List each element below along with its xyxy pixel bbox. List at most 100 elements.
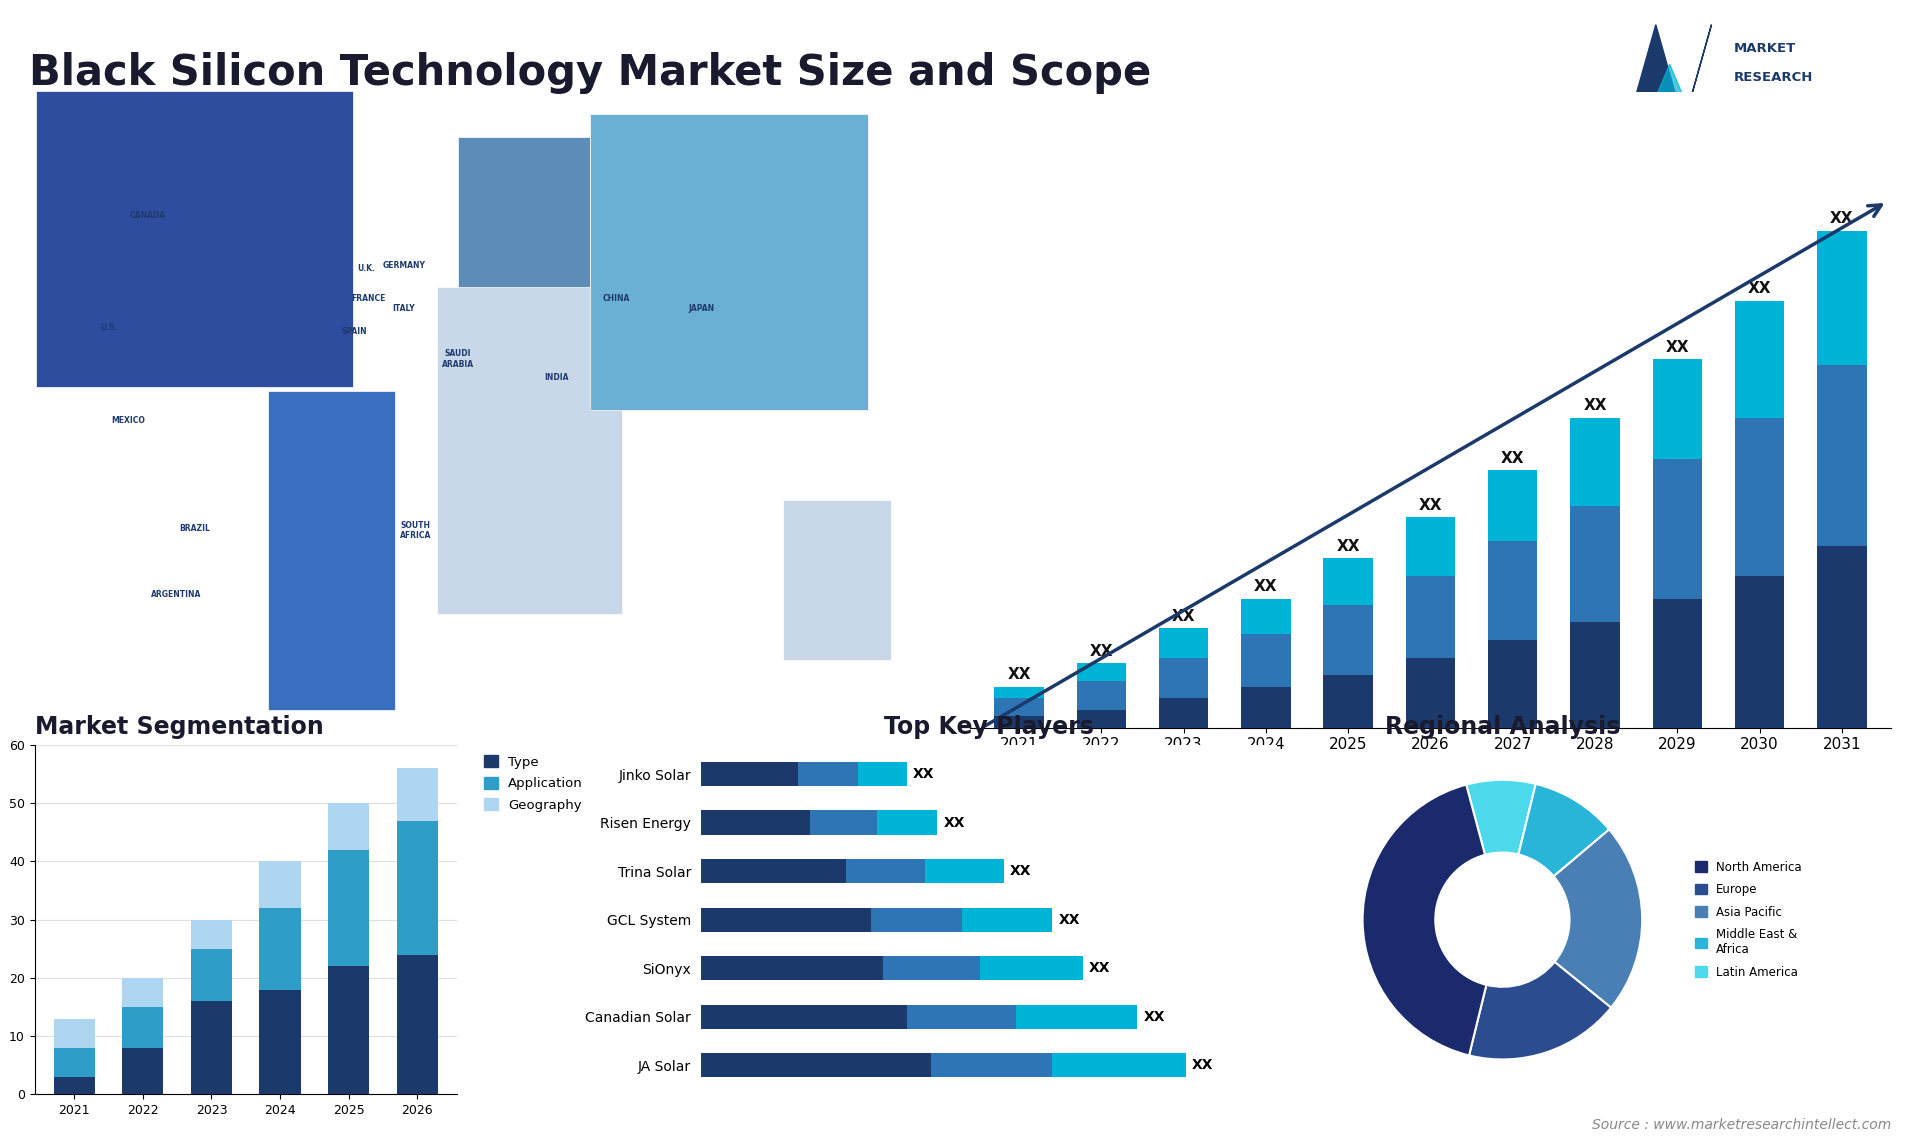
Text: INTELLECT: INTELLECT bbox=[1734, 100, 1812, 112]
Text: CHINA: CHINA bbox=[603, 293, 630, 303]
Bar bbox=[1816, 230, 1866, 366]
Text: XX: XX bbox=[1584, 398, 1607, 414]
Text: Market Segmentation: Market Segmentation bbox=[35, 715, 323, 739]
Bar bbox=[701, 1005, 906, 1029]
Bar bbox=[931, 1053, 1052, 1077]
Text: XX: XX bbox=[1171, 609, 1196, 623]
Bar bbox=[1016, 1005, 1137, 1029]
Text: Black Silicon Technology Market Size and Scope: Black Silicon Technology Market Size and… bbox=[29, 52, 1152, 94]
Text: XX: XX bbox=[1747, 281, 1772, 297]
Text: XX: XX bbox=[1830, 211, 1853, 226]
Text: XX: XX bbox=[1008, 667, 1031, 682]
Bar bbox=[1571, 505, 1620, 622]
Bar bbox=[1571, 418, 1620, 505]
Bar bbox=[1077, 664, 1125, 681]
FancyBboxPatch shape bbox=[783, 501, 891, 660]
Text: BRAZIL: BRAZIL bbox=[179, 525, 211, 533]
Text: SOUTH
AFRICA: SOUTH AFRICA bbox=[399, 520, 432, 540]
Text: FRANCE: FRANCE bbox=[351, 293, 386, 303]
Bar bbox=[701, 956, 883, 980]
Legend: North America, Europe, Asia Pacific, Middle East &
Africa, Latin America: North America, Europe, Asia Pacific, Mid… bbox=[1690, 856, 1807, 983]
Text: U.K.: U.K. bbox=[357, 264, 374, 273]
Text: XX: XX bbox=[1192, 1058, 1213, 1073]
Bar bbox=[54, 1047, 94, 1077]
FancyBboxPatch shape bbox=[269, 392, 396, 709]
Bar bbox=[870, 908, 962, 932]
Wedge shape bbox=[1553, 830, 1642, 1007]
Bar bbox=[1323, 605, 1373, 675]
Bar bbox=[397, 768, 438, 821]
Bar bbox=[1323, 675, 1373, 728]
Text: XX: XX bbox=[1089, 644, 1114, 659]
Bar bbox=[1160, 698, 1208, 728]
Bar bbox=[54, 1077, 94, 1094]
Text: XX: XX bbox=[943, 816, 966, 830]
Bar bbox=[858, 762, 906, 786]
Text: XX: XX bbox=[1010, 864, 1031, 878]
Bar bbox=[123, 978, 163, 1007]
Bar bbox=[1653, 458, 1701, 599]
Bar bbox=[328, 803, 369, 850]
Text: XX: XX bbox=[1144, 1010, 1165, 1023]
Text: CANADA: CANADA bbox=[129, 211, 165, 220]
Bar bbox=[847, 860, 925, 884]
Bar bbox=[1405, 575, 1455, 658]
Text: RESEARCH: RESEARCH bbox=[1734, 71, 1812, 84]
Bar bbox=[1653, 360, 1701, 458]
Bar bbox=[701, 1053, 931, 1077]
Text: XX: XX bbox=[1501, 450, 1524, 465]
Text: MARKET: MARKET bbox=[1734, 42, 1795, 55]
Bar bbox=[1488, 541, 1538, 639]
Title: Regional Analysis: Regional Analysis bbox=[1384, 715, 1620, 739]
Bar bbox=[1077, 681, 1125, 711]
Bar bbox=[190, 949, 232, 1002]
Bar bbox=[397, 821, 438, 955]
Legend: Type, Application, Geography: Type, Application, Geography bbox=[480, 752, 588, 816]
Bar bbox=[190, 919, 232, 949]
Wedge shape bbox=[1467, 780, 1536, 855]
Wedge shape bbox=[1469, 961, 1611, 1059]
Bar bbox=[995, 686, 1044, 698]
Bar bbox=[328, 966, 369, 1094]
Text: XX: XX bbox=[1058, 912, 1081, 927]
Bar bbox=[995, 716, 1044, 728]
FancyBboxPatch shape bbox=[591, 115, 868, 409]
Bar bbox=[1405, 517, 1455, 575]
Bar bbox=[701, 908, 870, 932]
Bar bbox=[123, 1047, 163, 1094]
Text: SAUDI
ARABIA: SAUDI ARABIA bbox=[442, 350, 474, 369]
Bar bbox=[1077, 711, 1125, 728]
Text: GERMANY: GERMANY bbox=[382, 261, 426, 269]
Bar bbox=[1405, 658, 1455, 728]
Bar bbox=[259, 862, 301, 908]
Bar bbox=[1653, 599, 1701, 728]
Text: XX: XX bbox=[1254, 580, 1277, 595]
Bar bbox=[799, 762, 858, 786]
Bar bbox=[701, 860, 847, 884]
Bar bbox=[1488, 639, 1538, 728]
Bar bbox=[1240, 686, 1290, 728]
Wedge shape bbox=[1519, 784, 1609, 877]
Bar bbox=[1816, 366, 1866, 547]
Bar bbox=[1736, 575, 1784, 728]
Text: JAPAN: JAPAN bbox=[689, 304, 714, 313]
Bar bbox=[1052, 1053, 1187, 1077]
Polygon shape bbox=[1645, 64, 1695, 124]
Bar bbox=[1488, 471, 1538, 541]
Text: XX: XX bbox=[914, 767, 935, 782]
FancyBboxPatch shape bbox=[438, 286, 622, 614]
Bar bbox=[54, 1019, 94, 1047]
Wedge shape bbox=[1363, 785, 1486, 1055]
Bar bbox=[259, 989, 301, 1094]
Bar bbox=[810, 810, 877, 834]
Text: XX: XX bbox=[1665, 339, 1690, 355]
Text: MEXICO: MEXICO bbox=[111, 416, 146, 425]
Bar bbox=[259, 908, 301, 989]
Bar bbox=[1240, 634, 1290, 686]
Bar bbox=[701, 810, 810, 834]
Bar bbox=[1160, 628, 1208, 658]
Text: XX: XX bbox=[1089, 961, 1110, 975]
Bar bbox=[190, 1002, 232, 1094]
Bar bbox=[995, 698, 1044, 716]
FancyBboxPatch shape bbox=[36, 92, 353, 387]
